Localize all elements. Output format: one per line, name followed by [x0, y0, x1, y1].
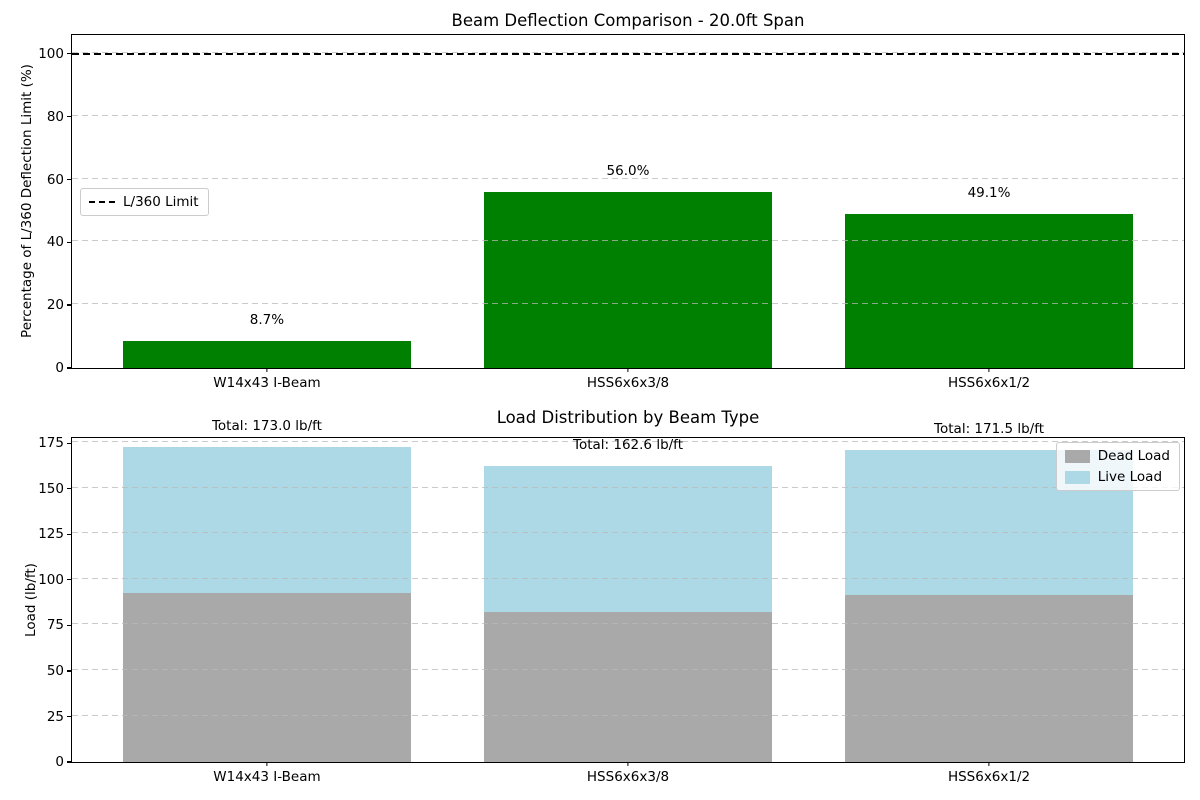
gridline — [72, 714, 1184, 717]
y-tick-label: 100 — [38, 45, 64, 62]
y-tick — [67, 579, 71, 581]
y-tick-label: 25 — [46, 708, 64, 725]
y-tick-label: 40 — [46, 234, 64, 251]
load-chart-title: Load Distribution by Beam Type — [496, 408, 760, 427]
bar-value-label-hss6x6x3-8: Total: 162.6 lb/ft — [573, 437, 683, 454]
gridline — [72, 51, 1184, 54]
bar-live-load-w14x43-i-beam — [122, 447, 412, 593]
gridline — [72, 303, 1184, 306]
y-tick-label: 0 — [55, 360, 64, 376]
y-tick-label: 60 — [46, 171, 64, 188]
y-tick-label: 100 — [38, 571, 64, 588]
legend: Dead Load Live Load — [1055, 442, 1180, 491]
y-tick — [67, 715, 71, 717]
y-tick-label: 150 — [38, 480, 64, 497]
y-tick — [67, 53, 71, 55]
y-tick — [67, 442, 71, 444]
bar-live-load-hss6x6x3-8 — [483, 466, 773, 612]
y-tick-label: 75 — [46, 617, 64, 634]
bar-value-label-w14x43-i-beam: Total: 173.0 lb/ft — [211, 418, 322, 435]
x-tick-label-w14x43-i-beam: W14x43 I-Beam — [213, 769, 321, 785]
y-tick — [67, 670, 71, 672]
x-tick — [627, 762, 629, 766]
gridline — [72, 240, 1184, 243]
deflection-chart-title: Beam Deflection Comparison - 20.0ft Span — [451, 11, 805, 30]
y-tick — [67, 761, 71, 763]
x-tick-label-hss6x6x1-2: HSS6x6x1/2 — [947, 375, 1031, 391]
bar-value-label-hss6x6x3-8: 56.0% — [606, 163, 650, 180]
y-tick-label: 175 — [38, 435, 64, 452]
legend-item-l-360-limit: L/360 Limit — [89, 194, 199, 210]
gridline — [72, 623, 1184, 626]
legend-item-label: Dead Load — [1097, 448, 1170, 464]
dead-load-swatch — [1064, 449, 1090, 463]
gridline — [72, 577, 1184, 580]
y-tick-label: 0 — [55, 754, 64, 770]
x-tick — [266, 368, 268, 372]
y-tick — [67, 624, 71, 626]
y-tick-label: 20 — [46, 297, 64, 314]
y-tick-label: 50 — [46, 663, 64, 679]
bar-value-label-hss6x6x1-2: 49.1% — [967, 184, 1011, 201]
l-360-limit-swatch — [89, 200, 115, 203]
y-tick — [67, 304, 71, 306]
y-tick — [67, 533, 71, 535]
y-tick-label: 80 — [46, 108, 64, 125]
y-tick — [67, 178, 71, 181]
x-tick — [988, 762, 990, 766]
x-tick-label-hss6x6x1-2: HSS6x6x1/2 — [947, 769, 1031, 785]
gridline — [72, 532, 1184, 535]
y-tick — [67, 116, 71, 118]
x-tick-label-hss6x6x3-8: HSS6x6x3/8 — [586, 375, 670, 391]
x-tick — [627, 368, 629, 372]
limit-reference-line — [72, 53, 1184, 55]
gridline — [72, 486, 1184, 489]
bar-value-hss6x6x3-8 — [483, 192, 773, 368]
x-tick-label-w14x43-i-beam: W14x43 I-Beam — [213, 375, 321, 391]
x-tick — [266, 762, 268, 766]
y-tick-label: 125 — [38, 526, 64, 543]
bar-value-hss6x6x1-2 — [844, 213, 1134, 368]
y-tick — [67, 488, 71, 490]
bar-dead-load-hss6x6x3-8 — [483, 611, 773, 762]
y-tick — [67, 367, 71, 369]
deflection-y-axis-label: Percentage of L/360 Deflection Limit (%) — [19, 64, 35, 338]
load-chart-axes: Total: 173.0 lb/ft W14x43 I-Beam Total: 16… — [38, 419, 1185, 785]
live-load-swatch — [1064, 470, 1090, 484]
gridline — [72, 669, 1184, 671]
y-tick — [67, 241, 71, 243]
legend-item-dead-load: Dead Load — [1064, 448, 1170, 464]
bar-dead-load-w14x43-i-beam — [122, 592, 412, 762]
x-tick-label-hss6x6x3-8: HSS6x6x3/8 — [586, 769, 670, 785]
gridline — [72, 441, 1184, 444]
legend-item-live-load: Live Load — [1064, 469, 1170, 485]
bar-value-w14x43-i-beam — [122, 340, 412, 368]
legend: L/360 Limit — [80, 187, 209, 216]
load-y-axis-label: Load (lb/ft) — [23, 563, 39, 637]
x-tick — [988, 368, 990, 372]
gridline — [72, 114, 1184, 117]
bar-dead-load-hss6x6x1-2 — [844, 595, 1134, 762]
legend-item-label: Live Load — [1097, 469, 1163, 485]
bar-value-label-hss6x6x1-2: Total: 171.5 lb/ft — [934, 420, 1045, 437]
legend-item-label: L/360 Limit — [123, 193, 199, 210]
bar-value-label-w14x43-i-beam: 8.7% — [249, 311, 285, 328]
deflection-chart-axes: 8.7% W14x43 I-Beam 56.0% HSS6x6x3/8 49.1% HSS… — [38, 34, 1185, 391]
gridline — [72, 177, 1184, 180]
